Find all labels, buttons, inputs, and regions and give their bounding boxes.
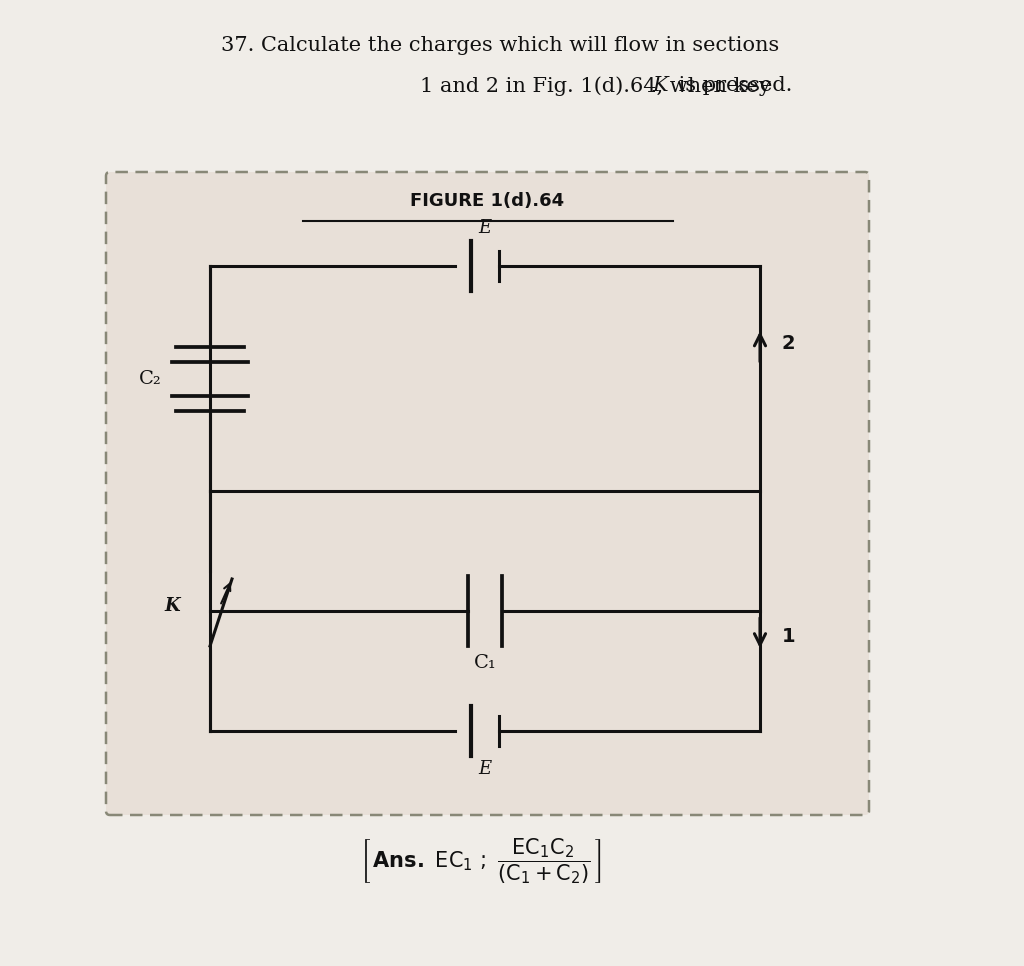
Text: FIGURE 1(d).64: FIGURE 1(d).64 [411,192,564,210]
Text: $\left[\,\mathbf{Ans.}\ \mathrm{EC_1}\ ;\ \dfrac{\mathrm{EC_1C_2}}{(\mathrm{C_1+: $\left[\,\mathbf{Ans.}\ \mathrm{EC_1}\ ;… [360,837,602,886]
Text: C₂: C₂ [138,370,162,387]
Text: C₁: C₁ [474,654,497,672]
Text: is pressed.: is pressed. [672,76,793,95]
Text: K: K [164,597,180,615]
Text: K: K [652,76,668,95]
Text: E: E [478,219,492,237]
Text: 37. Calculate the charges which will flow in sections: 37. Calculate the charges which will flo… [221,36,779,55]
Text: E: E [478,760,492,778]
FancyBboxPatch shape [106,172,869,815]
Text: 1 and 2 in Fig. 1(d).64, when key: 1 and 2 in Fig. 1(d).64, when key [420,76,777,96]
Text: 2: 2 [782,334,796,353]
Text: 1: 1 [782,627,796,645]
